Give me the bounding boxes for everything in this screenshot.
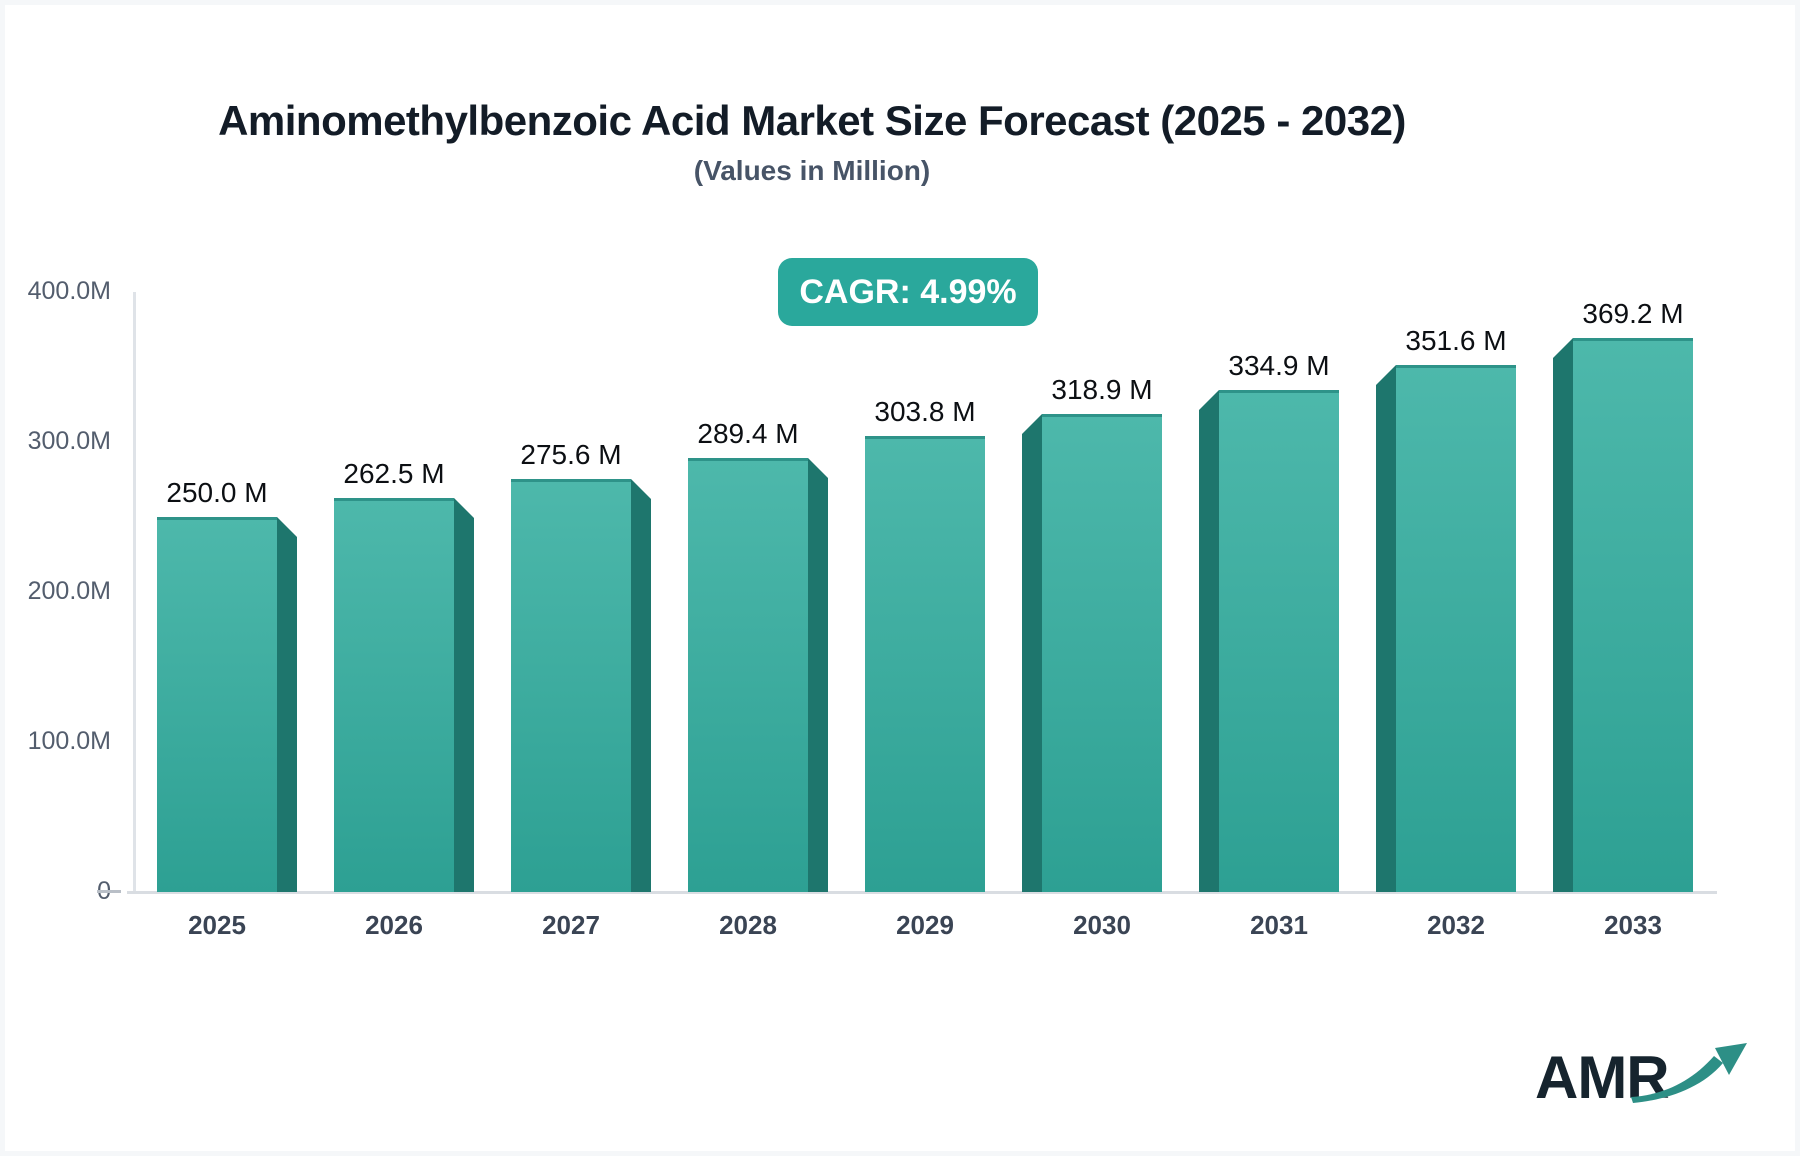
x-axis-label-2028: 2028 [719, 910, 777, 940]
bar-side-2028 [808, 458, 828, 892]
cagr-badge-label: CAGR: 4.99% [799, 272, 1017, 311]
y-axis-line [133, 292, 136, 894]
x-axis-label-2025: 2025 [188, 910, 246, 940]
bar-2025 [157, 517, 277, 892]
bar-side-2026 [454, 498, 474, 892]
chart-title: Aminomethylbenzoic Acid Market Size Fore… [218, 97, 1406, 144]
bar-2032 [1396, 365, 1516, 892]
bar-2033 [1573, 338, 1693, 892]
bar-value-label: 262.5 M [343, 458, 445, 489]
bar-2026 [334, 498, 454, 892]
x-axis-label-2029: 2029 [896, 910, 954, 940]
bar-value-label: 318.9 M [1051, 374, 1153, 405]
bar-side-2033 [1553, 338, 1573, 892]
bar-side-2027 [631, 479, 651, 892]
bar-side-2032 [1376, 365, 1396, 892]
bar-value-label: 334.9 M [1228, 350, 1330, 381]
chart-subtitle: (Values in Million) [693, 155, 931, 186]
cagr-badge: CAGR: 4.99% [778, 258, 1038, 326]
bar-side-2030 [1022, 414, 1042, 892]
x-axis-label-2030: 2030 [1073, 910, 1131, 940]
bar-2030 [1042, 414, 1162, 892]
y-tick-label: 300.0M [27, 427, 111, 455]
y-tick-label: 200.0M [27, 577, 111, 605]
bar-value-label: 351.6 M [1405, 325, 1507, 356]
y-tick-label: 0 [5, 877, 111, 906]
x-axis-label-2026: 2026 [365, 910, 423, 940]
bar-value-label: 289.4 M [697, 418, 799, 449]
bar-side-2031 [1199, 390, 1219, 892]
y-tick-label: 100.0M [27, 727, 111, 755]
zero-tick-dash [97, 890, 121, 893]
x-axis-label-2033: 2033 [1604, 910, 1662, 940]
x-axis-label-2027: 2027 [542, 910, 600, 940]
bar-2029 [865, 436, 985, 892]
bar-value-label: 250.0 M [166, 477, 268, 508]
x-axis-label-2032: 2032 [1427, 910, 1485, 940]
bar-2028 [688, 458, 808, 892]
x-axis-baseline [127, 891, 1717, 894]
bar-value-label: 303.8 M [874, 396, 976, 427]
y-tick-label: 400.0M [27, 277, 111, 305]
x-axis-label-2031: 2031 [1250, 910, 1308, 940]
bar-2031 [1219, 390, 1339, 892]
amr-logo: AMR [1525, 1037, 1775, 1127]
bar-value-label: 369.2 M [1582, 298, 1684, 329]
trend-up-arrow-icon [1631, 1043, 1747, 1103]
bar-2027 [511, 479, 631, 892]
bar-value-label: 275.6 M [520, 439, 622, 470]
bar-side-2025 [277, 517, 297, 892]
